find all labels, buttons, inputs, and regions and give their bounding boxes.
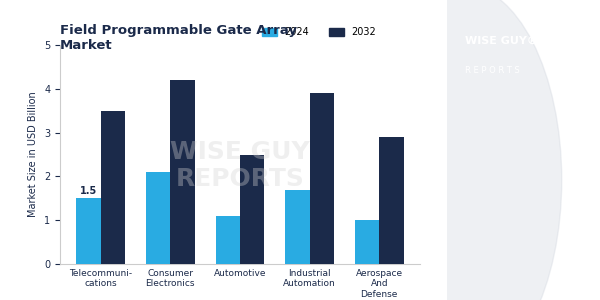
Circle shape (363, 0, 562, 300)
Bar (101, 111, 125, 264)
Bar (215, 216, 240, 264)
Bar (240, 154, 265, 264)
Text: WISE GUY®: WISE GUY® (466, 36, 538, 46)
Bar (76, 198, 101, 264)
Text: WISE GUY
REPORTS: WISE GUY REPORTS (170, 140, 310, 191)
Bar (146, 172, 170, 264)
Text: Field Programmable Gate Array
Market: Field Programmable Gate Array Market (60, 24, 297, 52)
Y-axis label: Market Size in USD Billion: Market Size in USD Billion (28, 92, 38, 218)
Text: 1.5: 1.5 (80, 186, 97, 196)
Bar (170, 80, 195, 264)
Bar (379, 137, 404, 264)
Text: R E P O R T S: R E P O R T S (466, 66, 520, 75)
Bar (355, 220, 379, 264)
Bar (285, 190, 310, 264)
Legend: 2024, 2032: 2024, 2032 (259, 24, 380, 41)
Bar (310, 93, 334, 264)
